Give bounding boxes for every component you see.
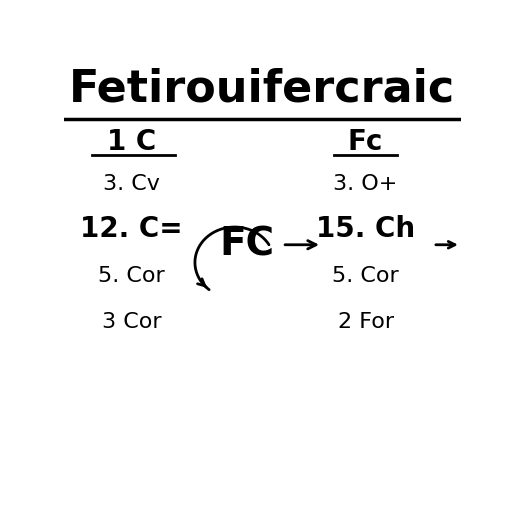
Text: 15. Ch: 15. Ch: [316, 215, 415, 243]
Text: 5. Cor: 5. Cor: [98, 266, 165, 286]
Text: Fc: Fc: [348, 129, 383, 156]
Text: 1 C: 1 C: [107, 129, 156, 156]
Text: 5. Cor: 5. Cor: [332, 266, 399, 286]
Text: 3. O+: 3. O+: [333, 174, 398, 194]
Text: Fetirouifercraic: Fetirouifercraic: [69, 68, 456, 111]
Text: 12. C=: 12. C=: [80, 215, 183, 243]
Text: FC: FC: [219, 226, 274, 264]
Text: 3 Cor: 3 Cor: [102, 312, 161, 332]
Text: 3. Cv: 3. Cv: [103, 174, 160, 194]
Text: 2 For: 2 For: [337, 312, 394, 332]
